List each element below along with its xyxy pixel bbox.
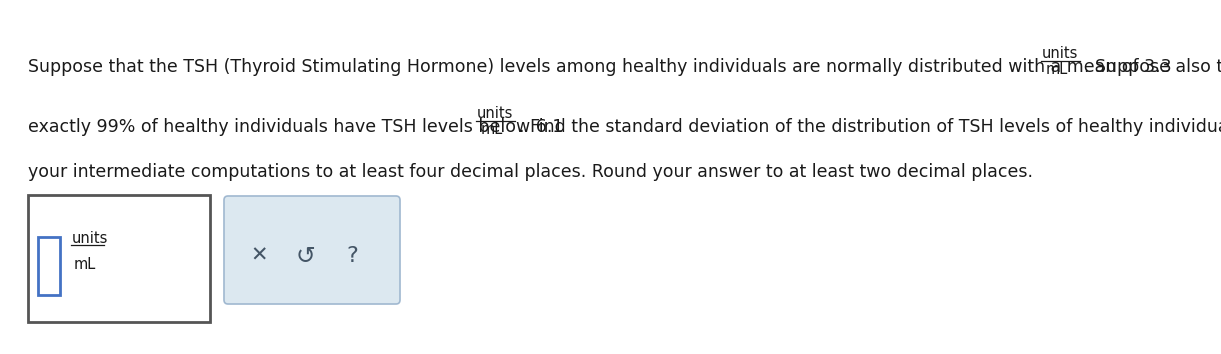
Text: units: units: [72, 231, 109, 246]
Bar: [38, 237, 60, 295]
Text: units: units: [1042, 46, 1078, 61]
Text: . Suppose also that: . Suppose also that: [1084, 58, 1221, 76]
Text: your intermediate computations to at least four decimal places. Round your answe: your intermediate computations to at lea…: [28, 163, 1033, 181]
Text: Suppose that the TSH (Thyroid Stimulating Hormone) levels among healthy individu: Suppose that the TSH (Thyroid Stimulatin…: [28, 58, 1172, 76]
Text: ✕: ✕: [250, 246, 267, 266]
Text: units: units: [477, 106, 513, 121]
Text: mL: mL: [74, 257, 96, 272]
Text: mL: mL: [481, 122, 503, 137]
Text: ↺: ↺: [295, 244, 316, 268]
FancyBboxPatch shape: [223, 196, 400, 304]
Text: exactly 99% of healthy individuals have TSH levels below 6.1: exactly 99% of healthy individuals have …: [28, 118, 563, 136]
Bar: [28, 195, 210, 322]
Text: ?: ?: [346, 246, 358, 266]
Text: mL: mL: [1046, 62, 1068, 77]
Text: . Find the standard deviation of the distribution of TSH levels of healthy indiv: . Find the standard deviation of the dis…: [519, 118, 1221, 136]
